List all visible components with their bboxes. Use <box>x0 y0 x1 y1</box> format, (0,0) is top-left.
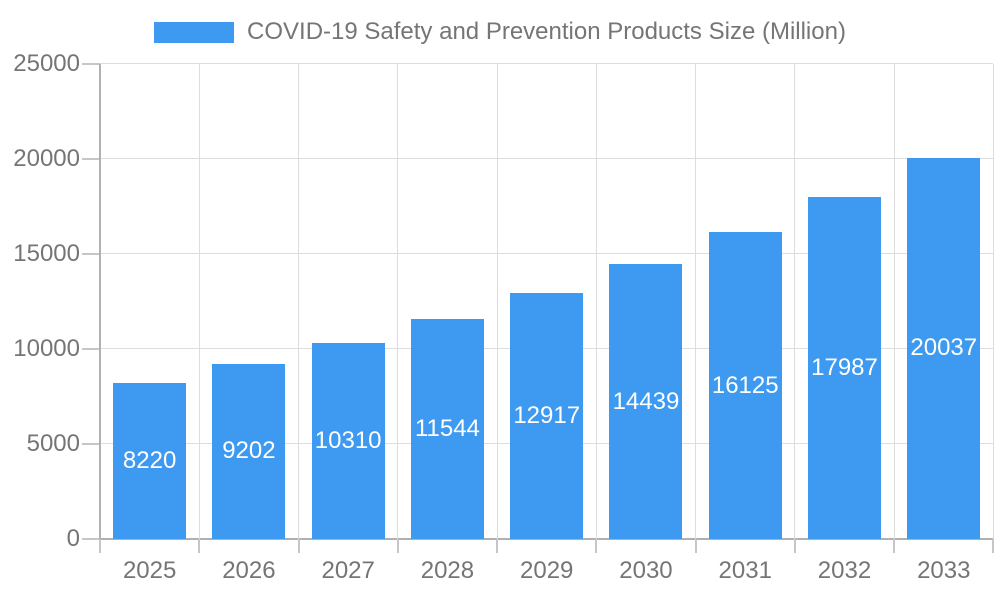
bar-value-label: 16125 <box>711 371 779 399</box>
gridline-vertical <box>595 63 597 539</box>
bar-2029[interactable] <box>510 293 584 539</box>
x-axis-tick <box>992 539 995 553</box>
bar-2026[interactable] <box>212 363 286 539</box>
bar-2030[interactable] <box>609 264 683 539</box>
y-axis-line <box>99 63 101 539</box>
chart-legend[interactable]: COVID-19 Safety and Prevention Products … <box>0 16 1000 48</box>
y-axis-label: 10000 <box>13 334 80 362</box>
bar-2032[interactable] <box>808 196 881 539</box>
legend-label: COVID-19 Safety and Prevention Products … <box>247 18 846 45</box>
gridline-vertical <box>198 63 200 539</box>
bar-value-label: 10310 <box>314 426 382 454</box>
y-axis-label: 5000 <box>26 429 80 457</box>
bar-2025[interactable] <box>113 382 187 539</box>
y-axis-tick <box>82 538 100 540</box>
bar-value-label: 8220 <box>122 446 177 474</box>
gridline-horizontal <box>100 158 994 160</box>
x-axis-label-2029: 2029 <box>520 557 574 584</box>
y-axis-label: 15000 <box>13 239 80 267</box>
bar-value-label: 9202 <box>222 437 276 465</box>
bar-2031[interactable] <box>708 232 782 539</box>
bar-value-label: 11544 <box>414 415 480 443</box>
x-axis-tick <box>893 539 896 553</box>
x-axis-label-2026: 2026 <box>222 557 276 584</box>
bar-value-label: 12917 <box>513 402 581 430</box>
bar-2027[interactable] <box>311 342 385 539</box>
bar-2028[interactable] <box>410 319 484 539</box>
bar-value-label: 20037 <box>910 334 978 362</box>
bar-2033[interactable] <box>907 157 981 539</box>
y-axis-label: 20000 <box>13 144 80 172</box>
y-axis-tick <box>82 157 100 160</box>
x-axis-tick <box>793 539 796 553</box>
y-axis-tick <box>82 442 100 445</box>
gridline-vertical <box>298 63 300 539</box>
gridline-vertical <box>695 63 697 539</box>
y-axis-tick <box>82 347 100 350</box>
gridline-horizontal <box>100 63 994 64</box>
x-axis-label-2031: 2031 <box>718 557 772 584</box>
gridline-vertical <box>893 63 895 539</box>
y-axis-label: 0 <box>66 525 80 552</box>
x-axis-label-2033: 2033 <box>917 557 971 584</box>
legend-swatch <box>154 21 235 43</box>
gridline-vertical <box>794 63 796 539</box>
gridline-vertical <box>992 63 994 539</box>
x-axis-tick <box>99 539 101 553</box>
gridline-vertical <box>397 63 399 539</box>
bar-value-label: 17987 <box>811 353 878 381</box>
bar-value-label: 14439 <box>612 387 680 415</box>
gridline-vertical <box>496 63 498 539</box>
x-axis-label-2025: 2025 <box>122 557 177 584</box>
x-axis-tick <box>396 539 399 553</box>
x-axis-tick <box>595 539 598 553</box>
y-axis-label: 25000 <box>13 49 80 77</box>
y-axis-tick <box>82 62 100 65</box>
x-axis-label-2028: 2028 <box>420 557 475 584</box>
x-axis-tick <box>297 539 300 553</box>
x-axis-label-2032: 2032 <box>817 557 872 584</box>
x-axis-label-2030: 2030 <box>619 557 673 584</box>
gridline-horizontal <box>100 253 994 255</box>
y-axis-tick <box>82 252 100 255</box>
x-axis-label-2027: 2027 <box>321 557 375 584</box>
x-axis-tick <box>496 539 499 553</box>
x-axis-line <box>100 538 994 540</box>
x-axis-tick <box>694 539 697 553</box>
x-axis-tick <box>198 539 201 553</box>
